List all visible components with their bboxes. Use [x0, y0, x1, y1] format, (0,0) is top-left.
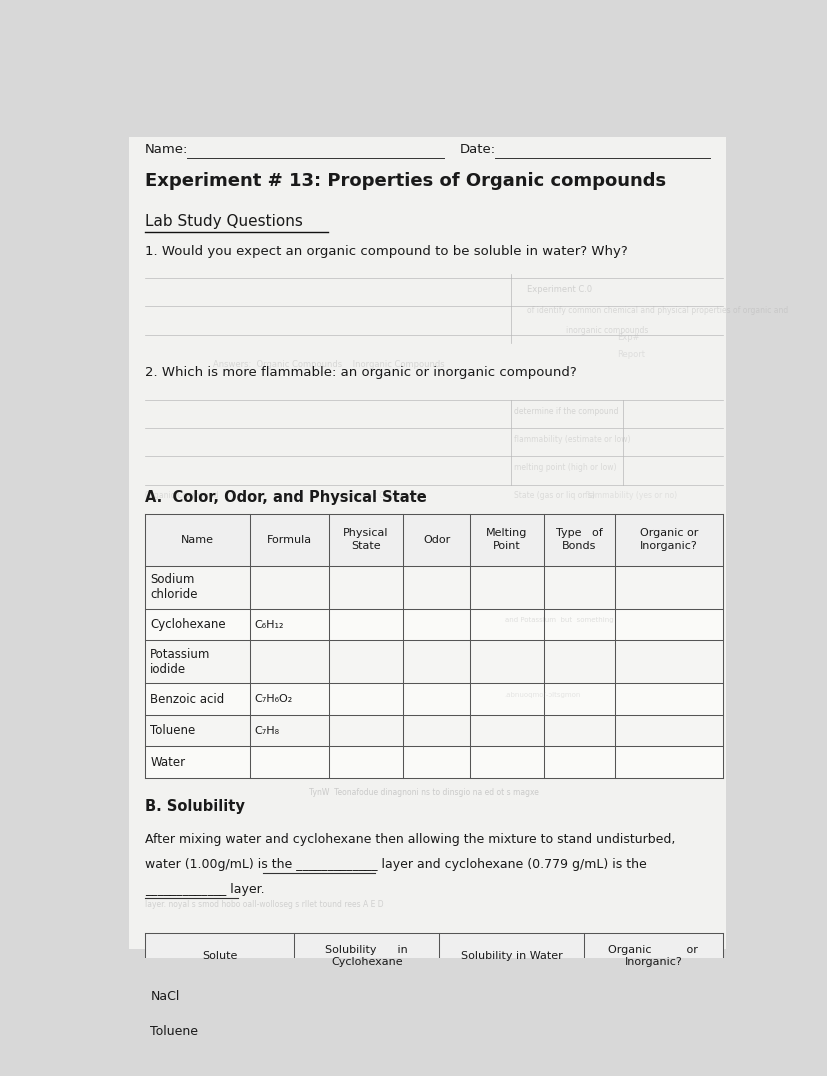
FancyBboxPatch shape [129, 138, 725, 949]
Text: Report: Report [616, 351, 644, 359]
Text: Toluene: Toluene [151, 1024, 198, 1038]
Text: Experiment C.0: Experiment C.0 [526, 285, 591, 294]
Bar [145, 513, 722, 566]
Text: Organic Compounds: Organic Compounds [347, 492, 424, 500]
Text: After mixing water and cyclohexane then allowing the mixture to stand undisturbe: After mixing water and cyclohexane then … [145, 833, 675, 846]
Text: and Potassium  but  something: and Potassium but something [504, 618, 613, 623]
Text: flammability (estimate or low): flammability (estimate or low) [514, 435, 630, 443]
Text: Physical
State: Physical State [343, 528, 389, 551]
Text: Odor: Odor [423, 535, 450, 544]
Bar [145, 609, 722, 640]
Text: A.  Color, Odor, and Physical State: A. Color, Odor, and Physical State [145, 491, 427, 506]
Text: melting point (high or low): melting point (high or low) [514, 463, 616, 472]
Text: Water: Water [151, 755, 185, 768]
Text: C₆H₁₂: C₆H₁₂ [254, 620, 284, 629]
Text: Name:: Name: [145, 143, 189, 156]
Text: _____________ layer.: _____________ layer. [145, 882, 265, 895]
Text: 2. Which is more flammable: an organic or inorganic compound?: 2. Which is more flammable: an organic o… [145, 366, 576, 380]
Text: TynW  Teonafodue dinagnoni ns to dinsgio na ed ot s magxe: TynW Teonafodue dinagnoni ns to dinsgio … [309, 788, 538, 797]
Text: B. Solubility: B. Solubility [145, 799, 245, 815]
Text: Lab Study Questions: Lab Study Questions [145, 213, 303, 228]
Text: Toluene: Toluene [151, 724, 195, 737]
Bar [145, 714, 722, 747]
Text: Benzoic acid: Benzoic acid [151, 693, 224, 706]
Text: Sodium
chloride: Sodium chloride [151, 574, 198, 601]
Text: Cyclohexane: Cyclohexane [151, 618, 226, 632]
Bar [145, 933, 722, 979]
Bar [145, 683, 722, 714]
Text: Solubility      in
Cyclohexane: Solubility in Cyclohexane [325, 945, 408, 967]
Text: Organic or
Inorganic?: Organic or Inorganic? [638, 528, 697, 551]
Text: determine if the compound: determine if the compound [514, 407, 618, 415]
Text: .abnuoqmοʃ-ɔltsɡmοn: .abnuoqmοʃ-ɔltsɡmοn [504, 692, 581, 697]
Text: Exp#: Exp# [616, 332, 638, 342]
Bar [145, 566, 722, 609]
Bar [145, 640, 722, 683]
Text: water (1.00g/mL) is the _____________ layer and cyclohexane (0.779 g/mL) is the: water (1.00g/mL) is the _____________ la… [145, 858, 646, 870]
Text: of identify common chemical and physical properties of organic and: of identify common chemical and physical… [526, 306, 787, 314]
Text: Potassium
iodide: Potassium iodide [151, 648, 210, 676]
Text: layer. noyal s smod hobo oall-wolloseg s rllet tound rees A E D: layer. noyal s smod hobo oall-wolloseg s… [145, 900, 384, 908]
Text: Organic          or
Inorganic?: Organic or Inorganic? [608, 945, 697, 967]
Text: inorganic compounds: inorganic compounds [565, 326, 647, 336]
Text: State (gas or liq or s): State (gas or liq or s) [514, 491, 595, 500]
Bar [145, 1014, 722, 1049]
Text: Melting
Point: Melting Point [485, 528, 527, 551]
Text: Date:: Date: [459, 143, 495, 156]
Bar [145, 747, 722, 778]
Text: NaCl: NaCl [151, 990, 179, 1003]
Bar [145, 979, 722, 1014]
Text: Type   of
Bonds: Type of Bonds [556, 528, 602, 551]
Text: C₇H₈: C₇H₈ [254, 725, 279, 736]
Text: C₇H₆O₂: C₇H₆O₂ [254, 694, 292, 704]
Text: Organic Compound: Organic Compound [145, 492, 218, 500]
Text: flammability (yes or no): flammability (yes or no) [584, 492, 676, 500]
Text: Experiment # 13: Properties of Organic compounds: Experiment # 13: Properties of Organic c… [145, 172, 666, 190]
Text: Solute: Solute [202, 951, 237, 961]
Text: Formula: Formula [267, 535, 312, 544]
Text: Solubility in Water: Solubility in Water [460, 951, 562, 961]
Text: Answers:  Organic Compounds    Inorganic Compounds: Answers: Organic Compounds Inorganic Com… [213, 360, 443, 369]
Text: Name: Name [181, 535, 214, 544]
Text: 1. Would you expect an organic compound to be soluble in water? Why?: 1. Would you expect an organic compound … [145, 244, 627, 257]
